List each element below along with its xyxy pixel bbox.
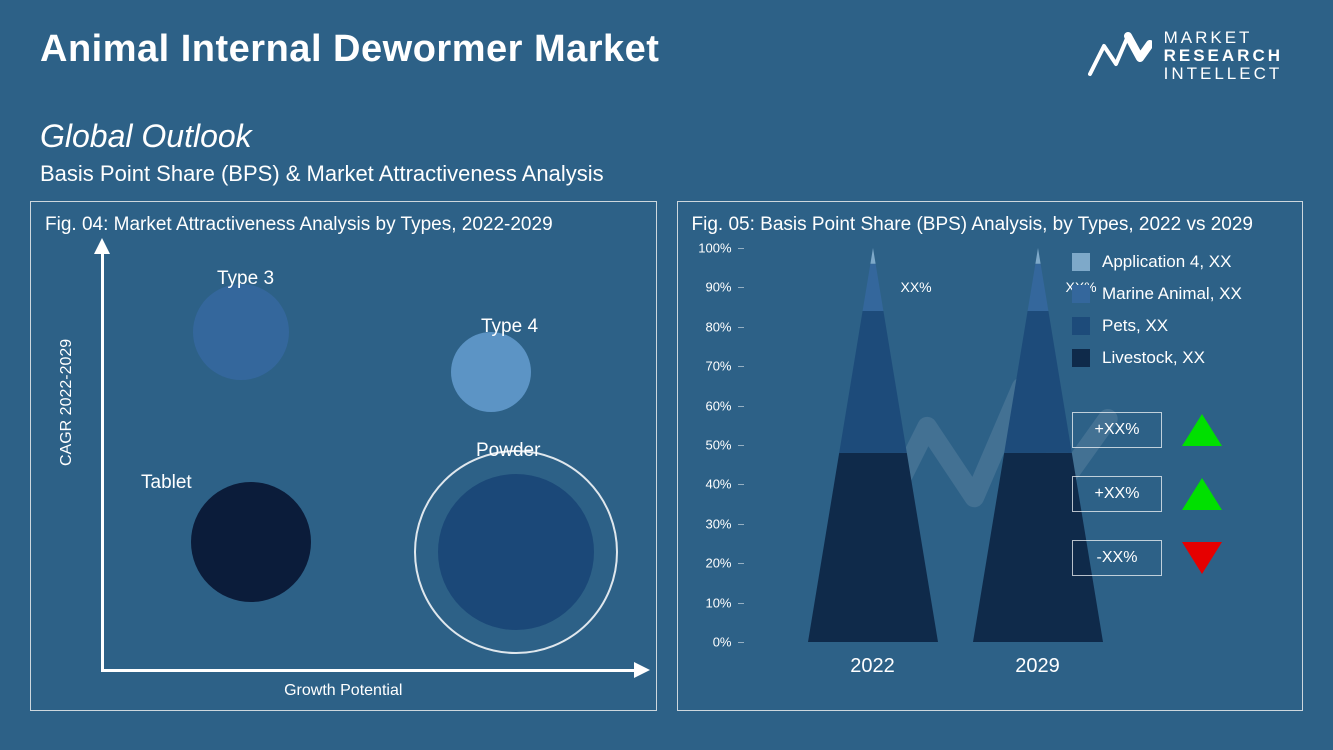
- panel-fig04: Fig. 04: Market Attractiveness Analysis …: [30, 201, 657, 711]
- fig04-y-axis: [101, 252, 104, 672]
- fig04-plot-area: Type 3 Type 4 Tablet Powder: [111, 252, 636, 670]
- triangle-up-icon: [1182, 414, 1222, 446]
- logo-line1: MARKET: [1164, 28, 1253, 47]
- legend-item: Pets, XX: [1072, 316, 1292, 336]
- logo-text: MARKET RESEARCH INTELLECT: [1164, 29, 1283, 83]
- legend-swatch: [1072, 349, 1090, 367]
- ytick-label: 40%: [705, 477, 731, 492]
- ytick-label: 70%: [705, 359, 731, 374]
- subheader: Global Outlook Basis Point Share (BPS) &…: [0, 84, 1333, 187]
- ytick-label: 80%: [705, 319, 731, 334]
- cone: [808, 248, 938, 642]
- bubble-type-3: [193, 284, 289, 380]
- legend-swatch: [1072, 317, 1090, 335]
- cone-top-label: XX%: [901, 279, 932, 295]
- bubble-label: Type 4: [481, 316, 538, 338]
- cone-segment: [839, 311, 907, 453]
- legend-item: Application 4, XX: [1072, 252, 1292, 272]
- cone-segment: [870, 248, 875, 264]
- fig04-ylabel: CAGR 2022-2029: [58, 339, 76, 466]
- cone-segment: [1004, 311, 1072, 453]
- ytick: [738, 563, 744, 564]
- logo-line2: RESEARCH: [1164, 46, 1283, 65]
- subtitle: Global Outlook: [40, 118, 1293, 155]
- ytick: [738, 524, 744, 525]
- legend-label: Livestock, XX: [1102, 348, 1205, 368]
- ytick-label: 90%: [705, 280, 731, 295]
- legend-label: Application 4, XX: [1102, 252, 1231, 272]
- cone-segment: [1035, 248, 1040, 264]
- indicator-value: -XX%: [1072, 540, 1162, 576]
- cone-segment: [1027, 264, 1048, 311]
- cone-segment: [862, 264, 883, 311]
- bubble-label: Tablet: [141, 472, 192, 494]
- triangle-up-icon: [1182, 478, 1222, 510]
- bubble-label: Powder: [476, 440, 540, 462]
- bubble-type-4: [451, 332, 531, 412]
- page-title: Animal Internal Dewormer Market: [40, 28, 659, 71]
- logo-icon: [1088, 28, 1152, 84]
- ytick-label: 100%: [698, 241, 731, 256]
- ytick: [738, 603, 744, 604]
- fig05-legend: Application 4, XX Marine Animal, XX Pets, …: [1072, 252, 1292, 380]
- ytick-label: 30%: [705, 516, 731, 531]
- fig04-xlabel: Growth Potential: [284, 682, 402, 700]
- panel-fig05: Fig. 05: Basis Point Share (BPS) Analysi…: [677, 201, 1304, 711]
- legend-item: Marine Animal, XX: [1072, 284, 1292, 304]
- legend-item: Livestock, XX: [1072, 348, 1292, 368]
- indicator-value: +XX%: [1072, 412, 1162, 448]
- category-label: 2022: [850, 655, 895, 678]
- ytick-label: 20%: [705, 556, 731, 571]
- ytick: [738, 366, 744, 367]
- legend-swatch: [1072, 253, 1090, 271]
- ytick-label: 60%: [705, 398, 731, 413]
- cone-segment: [808, 453, 938, 642]
- ytick: [738, 406, 744, 407]
- ytick-label: 10%: [705, 595, 731, 610]
- fig05-cones: XX%XX%XX%2022XX%XX%XX%2029: [758, 248, 1098, 642]
- logo: MARKET RESEARCH INTELLECT: [1088, 28, 1283, 84]
- indicator-row: +XX%: [1072, 476, 1292, 512]
- ytick-label: 0%: [713, 635, 732, 650]
- ytick: [738, 327, 744, 328]
- bubble-tablet: [191, 482, 311, 602]
- subdesc: Basis Point Share (BPS) & Market Attract…: [40, 161, 1293, 187]
- indicator-value: +XX%: [1072, 476, 1162, 512]
- legend-swatch: [1072, 285, 1090, 303]
- fig05-y-axis: 0%10%20%30%40%50%60%70%80%90%100%: [738, 248, 739, 642]
- logo-line3: INTELLECT: [1164, 64, 1283, 83]
- ytick-label: 50%: [705, 438, 731, 453]
- ytick: [738, 445, 744, 446]
- fig05-title: Fig. 05: Basis Point Share (BPS) Analysi…: [692, 214, 1289, 236]
- ytick: [738, 642, 744, 643]
- fig05-indicators: +XX% +XX% -XX%: [1072, 412, 1292, 604]
- ytick: [738, 287, 744, 288]
- header: Animal Internal Dewormer Market MARKET R…: [0, 0, 1333, 84]
- bubble-powder: [438, 474, 594, 630]
- panels-row: Fig. 04: Market Attractiveness Analysis …: [0, 187, 1333, 711]
- legend-label: Marine Animal, XX: [1102, 284, 1242, 304]
- triangle-down-icon: [1182, 542, 1222, 574]
- ytick: [738, 248, 744, 249]
- category-label: 2029: [1015, 655, 1060, 678]
- legend-label: Pets, XX: [1102, 316, 1168, 336]
- bubble-label: Type 3: [217, 268, 274, 290]
- ytick: [738, 484, 744, 485]
- fig04-title: Fig. 04: Market Attractiveness Analysis …: [45, 214, 642, 236]
- indicator-row: -XX%: [1072, 540, 1292, 576]
- indicator-row: +XX%: [1072, 412, 1292, 448]
